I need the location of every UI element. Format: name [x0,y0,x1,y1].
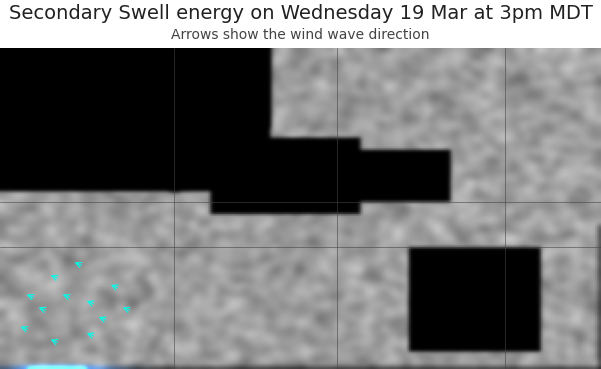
Text: Arrows show the wind wave direction: Arrows show the wind wave direction [171,28,430,42]
Text: Secondary Swell energy on Wednesday 19 Mar at 3pm MDT: Secondary Swell energy on Wednesday 19 M… [8,4,593,23]
